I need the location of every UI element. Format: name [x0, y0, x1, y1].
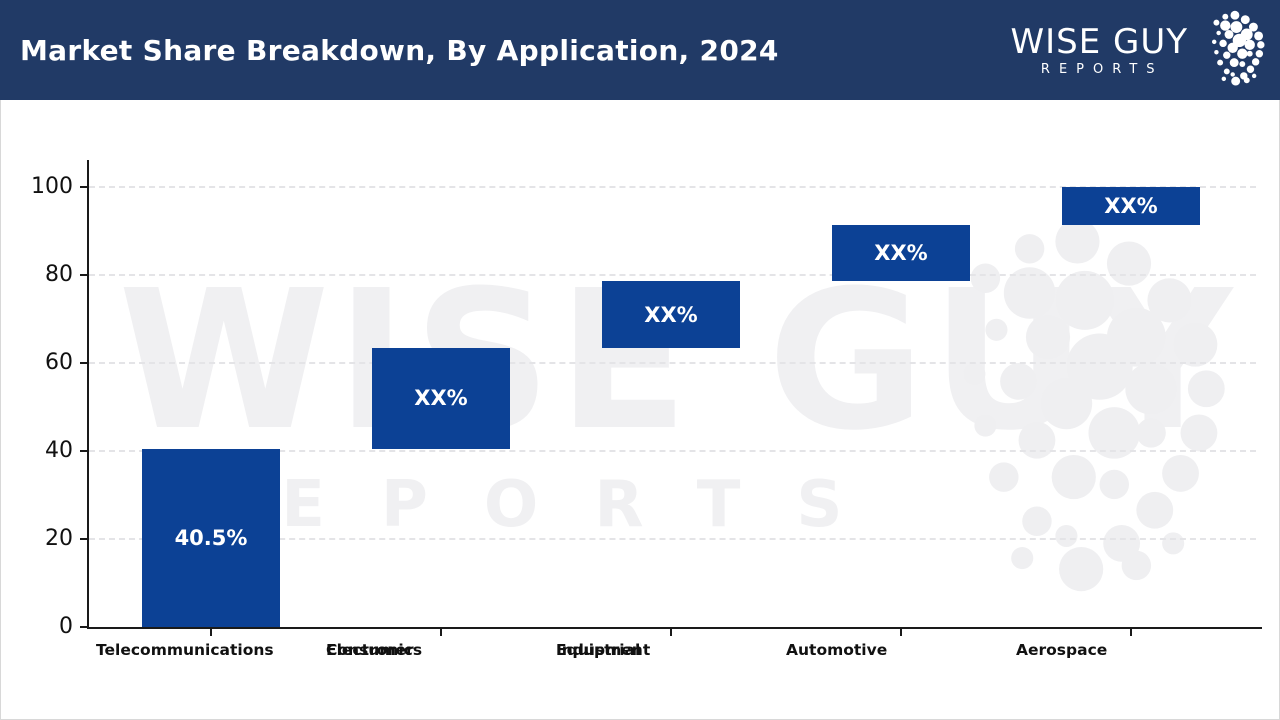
logo-subtitle: REPORTS — [1040, 61, 1164, 77]
gridline — [89, 538, 1256, 540]
x-axis-tick — [210, 629, 212, 636]
x-axis-tick — [1130, 629, 1132, 636]
logo-text: WISE GUY REPORTS — [1010, 24, 1188, 77]
bar — [1062, 187, 1200, 225]
bar — [372, 348, 510, 449]
y-tick-label: 40 — [45, 438, 73, 463]
header-bar: Market Share Breakdown, By Application, … — [0, 0, 1280, 100]
bar-value-label: XX% — [874, 241, 928, 265]
bar — [142, 448, 280, 627]
y-axis-tick — [80, 362, 87, 364]
gridline — [89, 450, 1256, 452]
y-axis-tick — [80, 450, 87, 452]
x-axis-tick — [440, 629, 442, 636]
wiseguy-head-icon — [1192, 5, 1266, 95]
gridline — [89, 274, 1256, 276]
y-axis-tick — [80, 538, 87, 540]
y-axis-tick — [80, 274, 87, 276]
bar-value-label: XX% — [414, 386, 468, 411]
bar-value-label: XX% — [1104, 193, 1158, 218]
y-tick-label: 0 — [59, 614, 73, 639]
y-tick-label: 20 — [45, 526, 73, 551]
x-axis-tick — [900, 629, 902, 636]
y-tick-label: 80 — [45, 262, 73, 287]
x-axis-line — [87, 627, 1262, 629]
bar-value-label: XX% — [644, 302, 698, 327]
y-axis-line — [87, 160, 89, 629]
logo-wordmark: WISE GUY — [1010, 21, 1188, 62]
page-title: Market Share Breakdown, By Application, … — [20, 33, 779, 67]
y-axis-tick — [80, 186, 87, 188]
wiseguy-logo: WISE GUY REPORTS — [1010, 0, 1266, 100]
gridline — [89, 362, 1256, 364]
y-tick-label: 100 — [31, 174, 73, 199]
bar-value-label: 40.5% — [174, 525, 248, 550]
gridline — [89, 186, 1256, 188]
watermark-subtitle: REPORTS — [176, 468, 899, 542]
y-tick-label: 60 — [45, 350, 73, 375]
y-axis-tick — [80, 626, 87, 628]
bar — [832, 224, 970, 282]
bar — [602, 281, 740, 349]
x-axis-tick — [670, 629, 672, 636]
